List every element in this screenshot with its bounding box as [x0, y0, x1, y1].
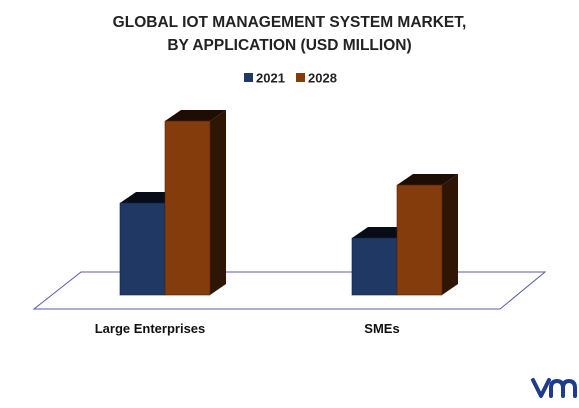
bar-front-large-enterprises-2021	[119, 202, 166, 296]
vmr-logo	[531, 378, 577, 398]
category-label-large-enterprises: Large Enterprises	[95, 321, 206, 336]
legend-label-2021: 2021	[256, 71, 285, 86]
bar-front-large-enterprises-2028	[164, 120, 211, 296]
bar-side-large-enterprises-2028	[210, 110, 226, 295]
category-label-smes: SMEs	[364, 321, 399, 336]
title-line-1: GLOBAL IOT MANAGEMENT SYSTEM MARKET,	[113, 14, 467, 31]
bar-top-large-enterprises-2028	[165, 110, 226, 121]
bar-smes-2028	[396, 174, 458, 296]
bar-front-smes-2028	[396, 184, 443, 296]
bars	[119, 110, 458, 296]
chart-floor	[32, 271, 547, 310]
title-line-2: BY APPLICATION (USD MILLION)	[167, 37, 411, 54]
bar-large-enterprises-2028	[164, 110, 226, 296]
bar-side-smes-2028	[442, 174, 458, 295]
legend: 2021 2028	[244, 71, 337, 86]
bar-top-smes-2028	[397, 174, 458, 185]
legend-swatch-2028	[296, 73, 305, 82]
bar-front-smes-2021	[351, 237, 398, 296]
legend-swatch-2021	[244, 73, 253, 82]
category-labels: Large Enterprises SMEs	[95, 321, 400, 336]
legend-label-2028: 2028	[308, 71, 337, 86]
chart-title: GLOBAL IOT MANAGEMENT SYSTEM MARKET, BY …	[113, 14, 467, 54]
